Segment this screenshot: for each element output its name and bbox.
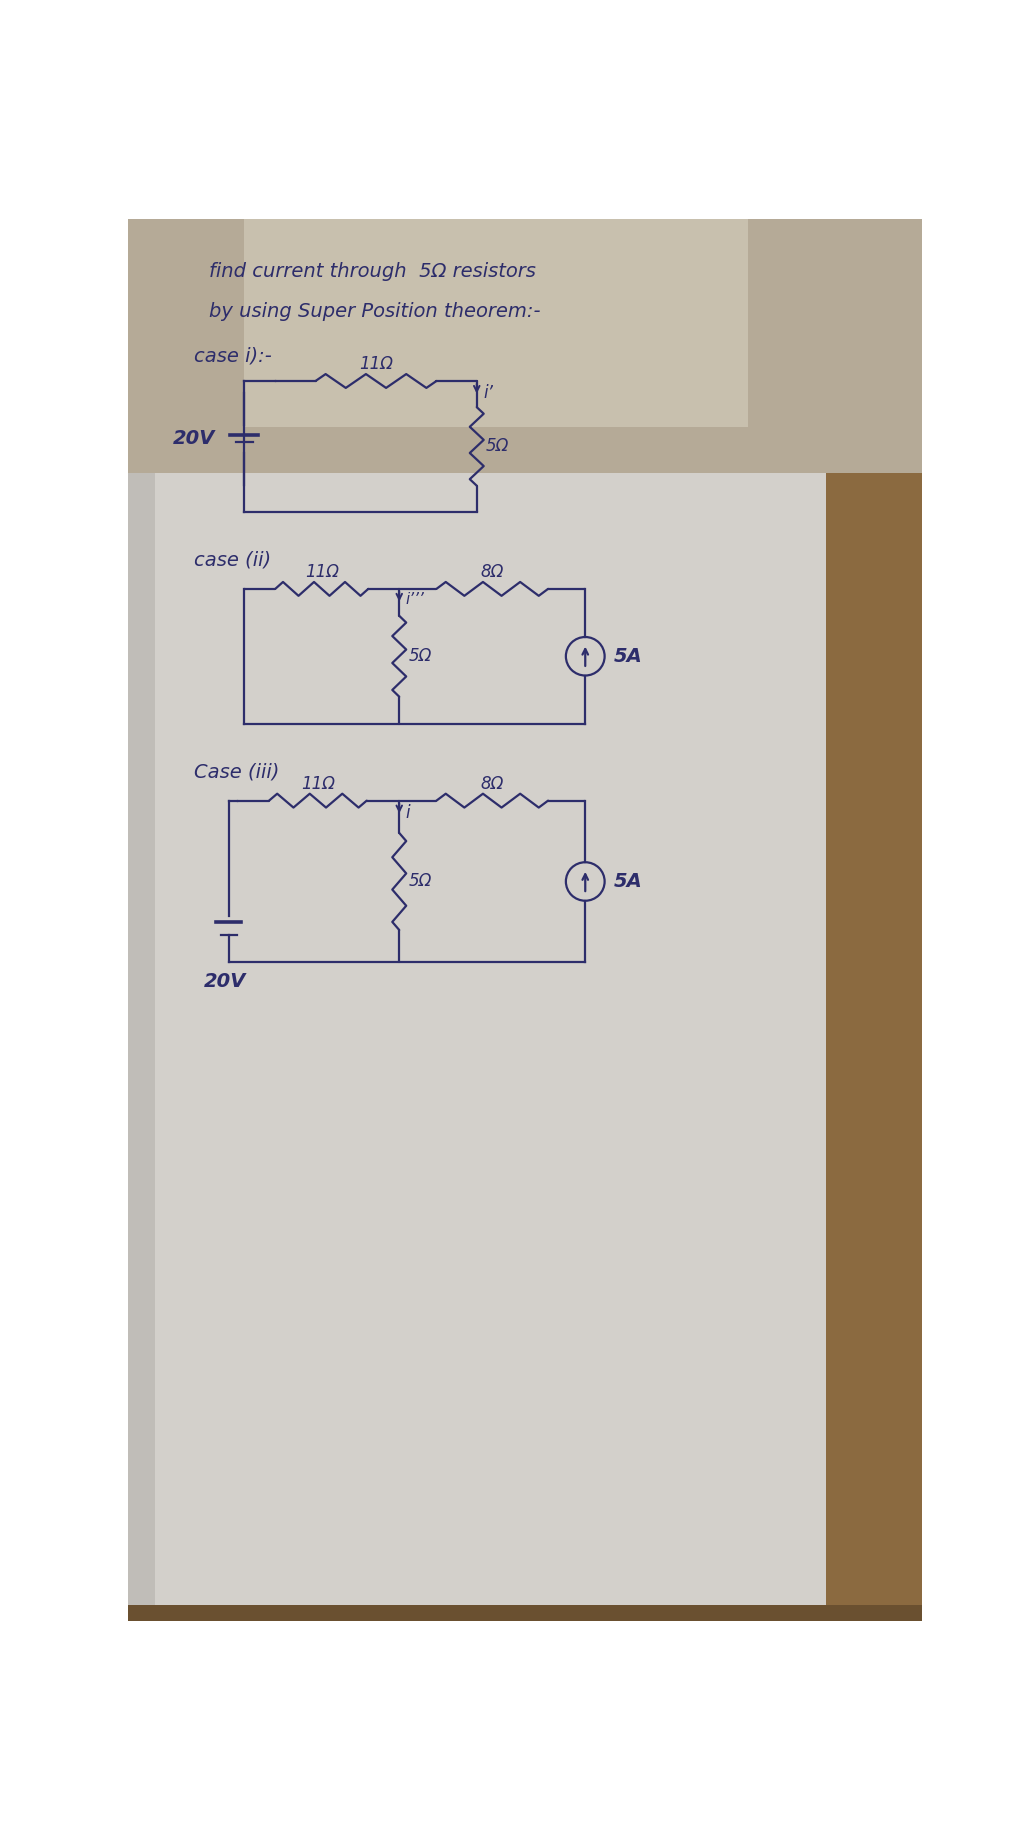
Bar: [152, 473, 841, 1606]
Text: by using Super Position theorem:-: by using Super Position theorem:-: [209, 302, 541, 322]
Text: i’’’: i’’’: [406, 592, 424, 606]
Text: case i):-: case i):-: [194, 346, 271, 366]
Text: 8Ω: 8Ω: [480, 776, 504, 792]
Bar: [245, 219, 748, 428]
Text: 5A: 5A: [614, 646, 643, 666]
Bar: [128, 1606, 922, 1621]
Text: 8Ω: 8Ω: [480, 563, 504, 581]
Bar: [825, 473, 922, 1606]
Text: Case (iii): Case (iii): [194, 763, 280, 781]
Text: 5A: 5A: [614, 872, 643, 890]
Text: 5Ω: 5Ω: [409, 646, 432, 665]
Text: 20V: 20V: [204, 972, 246, 991]
Text: i’: i’: [483, 384, 493, 402]
Text: case (ii): case (ii): [194, 550, 271, 570]
Text: 20V: 20V: [172, 430, 215, 448]
Text: i: i: [406, 803, 410, 821]
Bar: [128, 473, 155, 1606]
Text: 5Ω: 5Ω: [409, 872, 432, 890]
Text: 11Ω: 11Ω: [359, 355, 393, 373]
Text: 11Ω: 11Ω: [305, 563, 339, 581]
Text: 5Ω: 5Ω: [486, 437, 509, 455]
Text: 11Ω: 11Ω: [301, 776, 335, 792]
Bar: [128, 219, 922, 481]
Text: find current through  5Ω resistors: find current through 5Ω resistors: [209, 262, 537, 280]
